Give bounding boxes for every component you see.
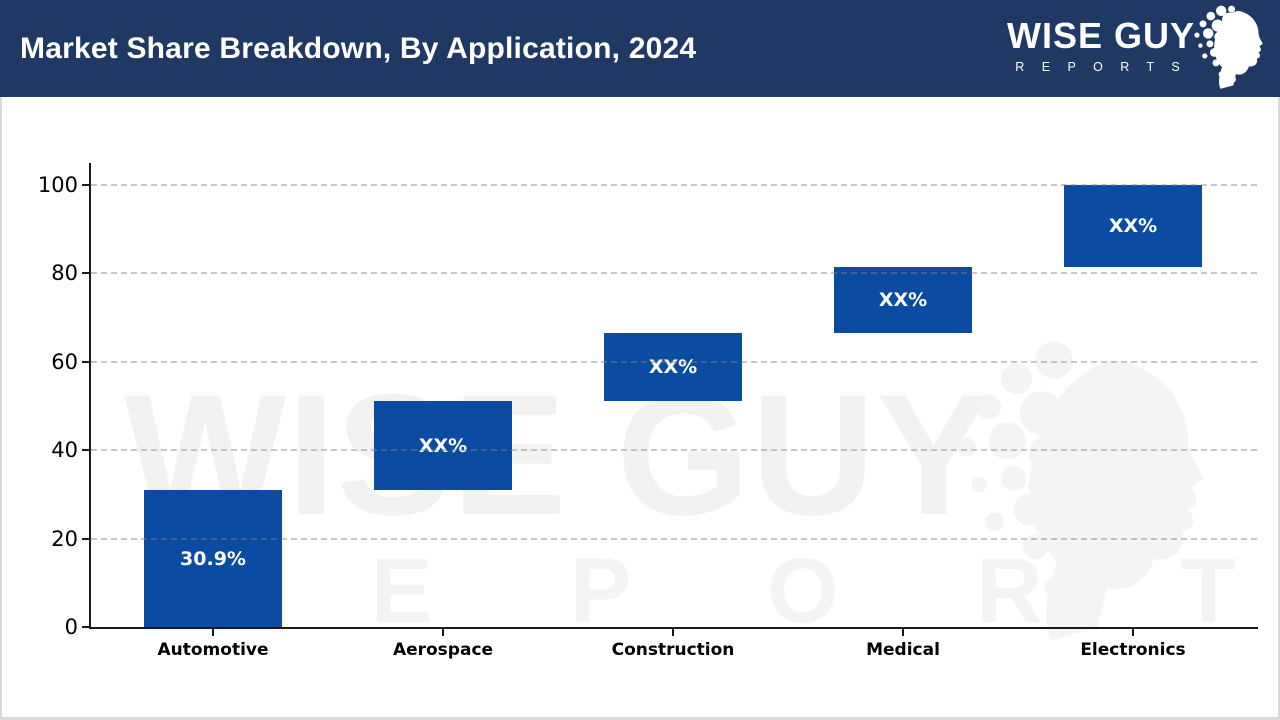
y-tick-label: 40 [51, 438, 78, 463]
header-bar: Market Share Breakdown, By Application, … [0, 0, 1280, 97]
y-tick-label: 0 [64, 615, 78, 639]
x-category-label: Medical [866, 640, 940, 660]
y-tick-mark [82, 626, 89, 628]
x-category-label: Electronics [1080, 640, 1186, 660]
chart-area: WISE GUY R E P O R T S 30.9%XX%XX%XX%XX% [2, 97, 1280, 717]
y-tick-label: 100 [37, 173, 78, 197]
bar-value-label: XX% [878, 288, 928, 311]
bar-segment: XX% [834, 266, 972, 333]
y-tick-mark [82, 537, 89, 540]
page-title: Market Share Breakdown, By Application, … [20, 31, 697, 65]
x-category-label: Automotive [157, 640, 269, 660]
y-tick-mark [82, 184, 89, 186]
plot-area: 30.9% XX% XX% XX% XX% 0 20 40 60 80 100 Automotive A… [2, 97, 1278, 717]
y-tick-label: 20 [51, 526, 78, 551]
bar-segment: XX% [374, 400, 512, 491]
y-axis-line [89, 163, 91, 629]
x-tick-mark [1132, 629, 1134, 636]
wise-guy-reports-logo: WISE GUY R E P O R T S [1007, 0, 1270, 97]
y-tick-label: 60 [51, 349, 78, 374]
bar-segment: 30.9% [144, 490, 282, 627]
x-category-label: Construction [611, 640, 735, 660]
bar-value-label: XX% [418, 434, 468, 457]
logo-text: WISE GUY R E P O R T S [1006, 15, 1195, 75]
y-tick-label: 80 [51, 261, 78, 286]
logo-wordmark: WISE GUY [1006, 15, 1195, 56]
bar-value-label: 30.9% [180, 547, 246, 570]
bar-value-label: XX% [648, 355, 698, 378]
y-tick-mark [82, 449, 89, 452]
bar-segment: XX% [604, 332, 742, 401]
x-tick-mark [442, 629, 444, 636]
gridline [91, 449, 1257, 452]
x-tick-mark [672, 629, 674, 636]
y-tick-mark [82, 272, 89, 275]
x-tick-mark [902, 629, 904, 636]
x-axis-line [89, 627, 1258, 629]
logo-subtitle: R E P O R T S [1015, 60, 1187, 74]
x-tick-mark [212, 629, 214, 636]
gridline [91, 272, 1257, 275]
bar-segment: XX% [1064, 185, 1202, 267]
bar-value-label: XX% [1108, 214, 1158, 237]
y-tick-mark [82, 360, 89, 363]
dotted-head-profile-icon [1194, 5, 1263, 89]
x-category-label: Aerospace [392, 640, 494, 660]
